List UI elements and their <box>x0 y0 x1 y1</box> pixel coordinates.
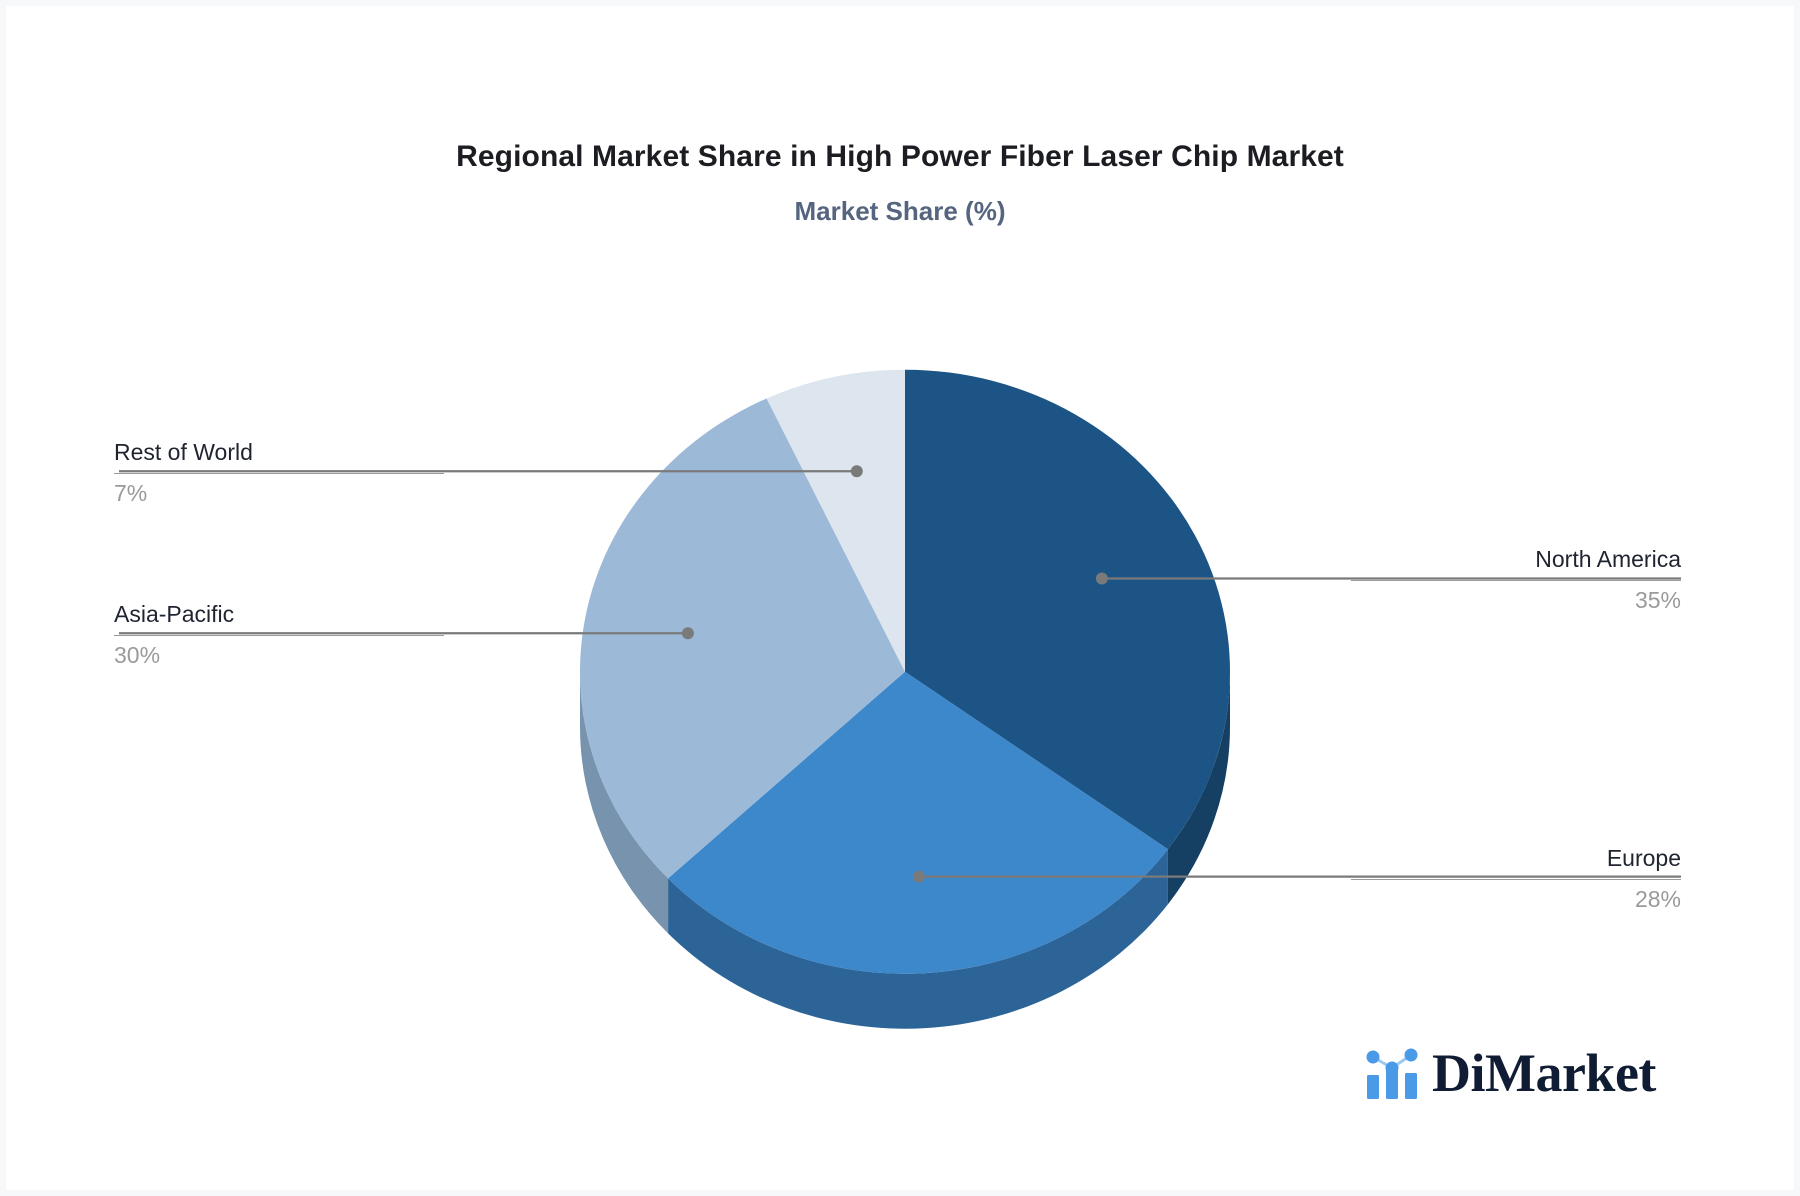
pie-chart-stage: Rest of World 7% Asia-Pacific 30% North … <box>6 6 1794 1190</box>
callout-value-europe: 28% <box>1634 885 1681 912</box>
pie-3d-side-walls <box>580 671 1230 1029</box>
pie-leader-lines <box>119 470 1681 878</box>
chart-title: Regional Market Share in High Power Fibe… <box>456 140 1344 173</box>
callout-value-asia-pacific: 30% <box>114 642 161 669</box>
pie-slice-asia-pacific[interactable] <box>579 398 905 879</box>
callout-label-north-america: North America <box>1535 546 1681 573</box>
callout-europe[interactable]: Europe 28% <box>1351 843 1681 914</box>
bar-chart-icon <box>1366 1048 1418 1099</box>
callout-asia-pacific[interactable]: Asia-Pacific 30% <box>114 599 444 670</box>
callout-rule-asia-pacific <box>114 635 444 637</box>
pie-side-north-america <box>1167 671 1230 905</box>
callout-value-rest-of-world: 7% <box>114 480 148 507</box>
callout-north-america[interactable]: North America 35% <box>1351 544 1681 615</box>
pie-chart-svg <box>119 369 1681 1029</box>
pie-leader-dots <box>681 465 1108 883</box>
callout-value-north-america: 35% <box>1634 587 1681 614</box>
callout-rule-europe <box>1351 878 1681 880</box>
callout-label-asia-pacific: Asia-Pacific <box>114 601 235 628</box>
dimarket-logo: DiMarket <box>1364 1046 1656 1100</box>
leader-dot-north-america <box>1095 572 1108 585</box>
pie-slice-europe[interactable] <box>668 671 1168 974</box>
leader-dot-asia-pacific <box>681 627 694 640</box>
pie-side-asia-pacific <box>580 671 669 934</box>
callout-rule-rest-of-world <box>114 473 444 475</box>
pie-side-europe <box>668 849 1168 1029</box>
chart-subtitle: Market Share (%) <box>794 196 1006 226</box>
chart-card: Regional Market Share in High Power Fibe… <box>6 6 1794 1190</box>
pie-slice-north-america[interactable] <box>905 369 1231 850</box>
leader-dot-rest-of-world <box>850 465 863 478</box>
callout-rule-north-america <box>1351 580 1681 582</box>
pie-slices <box>579 369 1231 974</box>
callout-label-rest-of-world: Rest of World <box>114 439 253 466</box>
leader-dot-europe <box>912 870 925 883</box>
callout-rest-of-world[interactable]: Rest of World 7% <box>114 437 444 508</box>
logo-wordmark: DiMarket <box>1432 1043 1656 1103</box>
callout-label-europe: Europe <box>1606 844 1681 871</box>
pie-slice-rest-of-world[interactable] <box>766 369 905 672</box>
